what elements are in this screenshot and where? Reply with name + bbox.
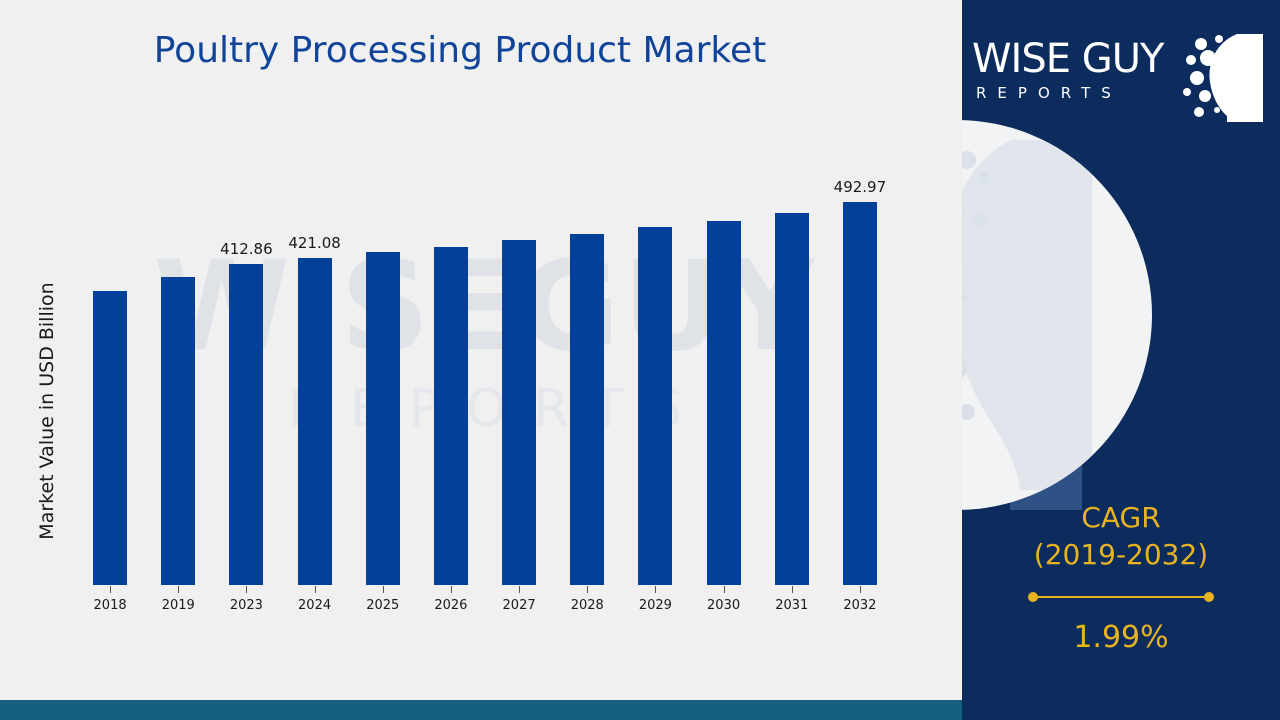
cagr-title-line2: (2019-2032) bbox=[1033, 537, 1209, 571]
bar-group: 2019 bbox=[144, 150, 212, 613]
bar-group: 2031 bbox=[758, 150, 826, 613]
x-axis-tick-label: 2024 bbox=[298, 598, 332, 613]
bar-group: 2027 bbox=[485, 150, 553, 613]
bar-group: 2029 bbox=[621, 150, 689, 613]
x-axis-tick-label: 2027 bbox=[502, 598, 536, 613]
bar-2025 bbox=[365, 252, 400, 585]
bar-2032 bbox=[842, 202, 877, 585]
bar-group: 492.97 2032 bbox=[826, 150, 894, 613]
dot-pattern-graphic bbox=[962, 140, 1092, 490]
bar-group: 412.86 2023 bbox=[212, 150, 280, 613]
x-axis-tick-label: 2019 bbox=[161, 598, 195, 613]
bar-group: 2018 bbox=[76, 150, 144, 613]
bottom-accent-strip bbox=[0, 700, 962, 720]
x-axis-tick-label: 2023 bbox=[229, 598, 263, 613]
y-axis-label: Market Value in USD Billion bbox=[36, 282, 58, 540]
bar-group: 2025 bbox=[349, 150, 417, 613]
x-axis-tick bbox=[246, 586, 248, 593]
logo-head-icon bbox=[1183, 34, 1263, 122]
logo-sub-text: REPORTS bbox=[976, 84, 1122, 102]
x-axis-tick bbox=[859, 586, 861, 593]
x-axis-tick bbox=[314, 586, 316, 593]
bar-2019 bbox=[161, 277, 196, 585]
bar-value-label: 412.86 bbox=[220, 240, 273, 258]
wiseguy-logo: WISE GUY REPORTS bbox=[962, 28, 1280, 128]
x-axis-tick-label: 2028 bbox=[570, 598, 604, 613]
logo-main-text: WISE GUY bbox=[972, 36, 1164, 82]
x-axis-tick bbox=[519, 586, 521, 593]
chart-title: Poultry Processing Product Market bbox=[153, 30, 767, 71]
chart-panel: WISEGUY REPORTS Poultry Processing Produ… bbox=[0, 30, 962, 720]
bar-2031 bbox=[774, 213, 809, 585]
x-axis-tick bbox=[587, 586, 589, 593]
x-axis-tick-label: 2031 bbox=[775, 598, 809, 613]
x-axis-tick bbox=[723, 586, 725, 593]
x-axis-tick-label: 2029 bbox=[638, 598, 672, 613]
x-axis-tick-label: 2030 bbox=[707, 598, 741, 613]
cagr-value: 1.99% bbox=[1073, 619, 1169, 655]
brand-panel: WISE GUY REPORTS CAGR (2019-2032) 1.99% bbox=[962, 0, 1280, 720]
bar-value-label: 421.08 bbox=[288, 234, 341, 252]
x-axis-tick bbox=[655, 586, 657, 593]
bar-value-label: 492.97 bbox=[833, 178, 887, 196]
cagr-divider-dot-right bbox=[1204, 591, 1214, 602]
bar-2030 bbox=[706, 221, 741, 585]
cagr-block: CAGR (2019-2032) 1.99% bbox=[962, 500, 1280, 655]
bar-2027 bbox=[502, 240, 537, 585]
x-axis-tick-label: 2026 bbox=[434, 598, 468, 613]
x-axis-tick-label: 2032 bbox=[843, 598, 877, 613]
bar-2029 bbox=[638, 227, 673, 585]
bar-2023 bbox=[229, 264, 264, 585]
x-axis-tick bbox=[791, 586, 793, 593]
bar-group: 2030 bbox=[690, 150, 758, 613]
cagr-divider bbox=[1028, 591, 1214, 602]
x-axis-tick bbox=[450, 586, 452, 593]
bar-2028 bbox=[570, 234, 605, 585]
bar-group: 421.08 2024 bbox=[281, 150, 349, 613]
x-axis-tick-label: 2018 bbox=[93, 598, 127, 613]
x-axis-tick bbox=[178, 586, 180, 593]
x-axis-tick-label: 2025 bbox=[366, 598, 400, 613]
plot-area: 2018 2019 412.86 2023 421.08 2024 2025 2026 2027… bbox=[76, 150, 894, 613]
bar-2024 bbox=[297, 258, 332, 585]
cagr-divider-line bbox=[1033, 595, 1209, 598]
bar-2018 bbox=[93, 291, 128, 585]
x-axis-tick bbox=[382, 586, 384, 593]
cagr-title-line1: CAGR bbox=[1081, 501, 1161, 534]
bar-group: 2028 bbox=[553, 150, 621, 613]
x-axis-tick bbox=[110, 586, 112, 593]
bar-group: 2026 bbox=[417, 150, 485, 613]
bar-2026 bbox=[433, 247, 468, 585]
